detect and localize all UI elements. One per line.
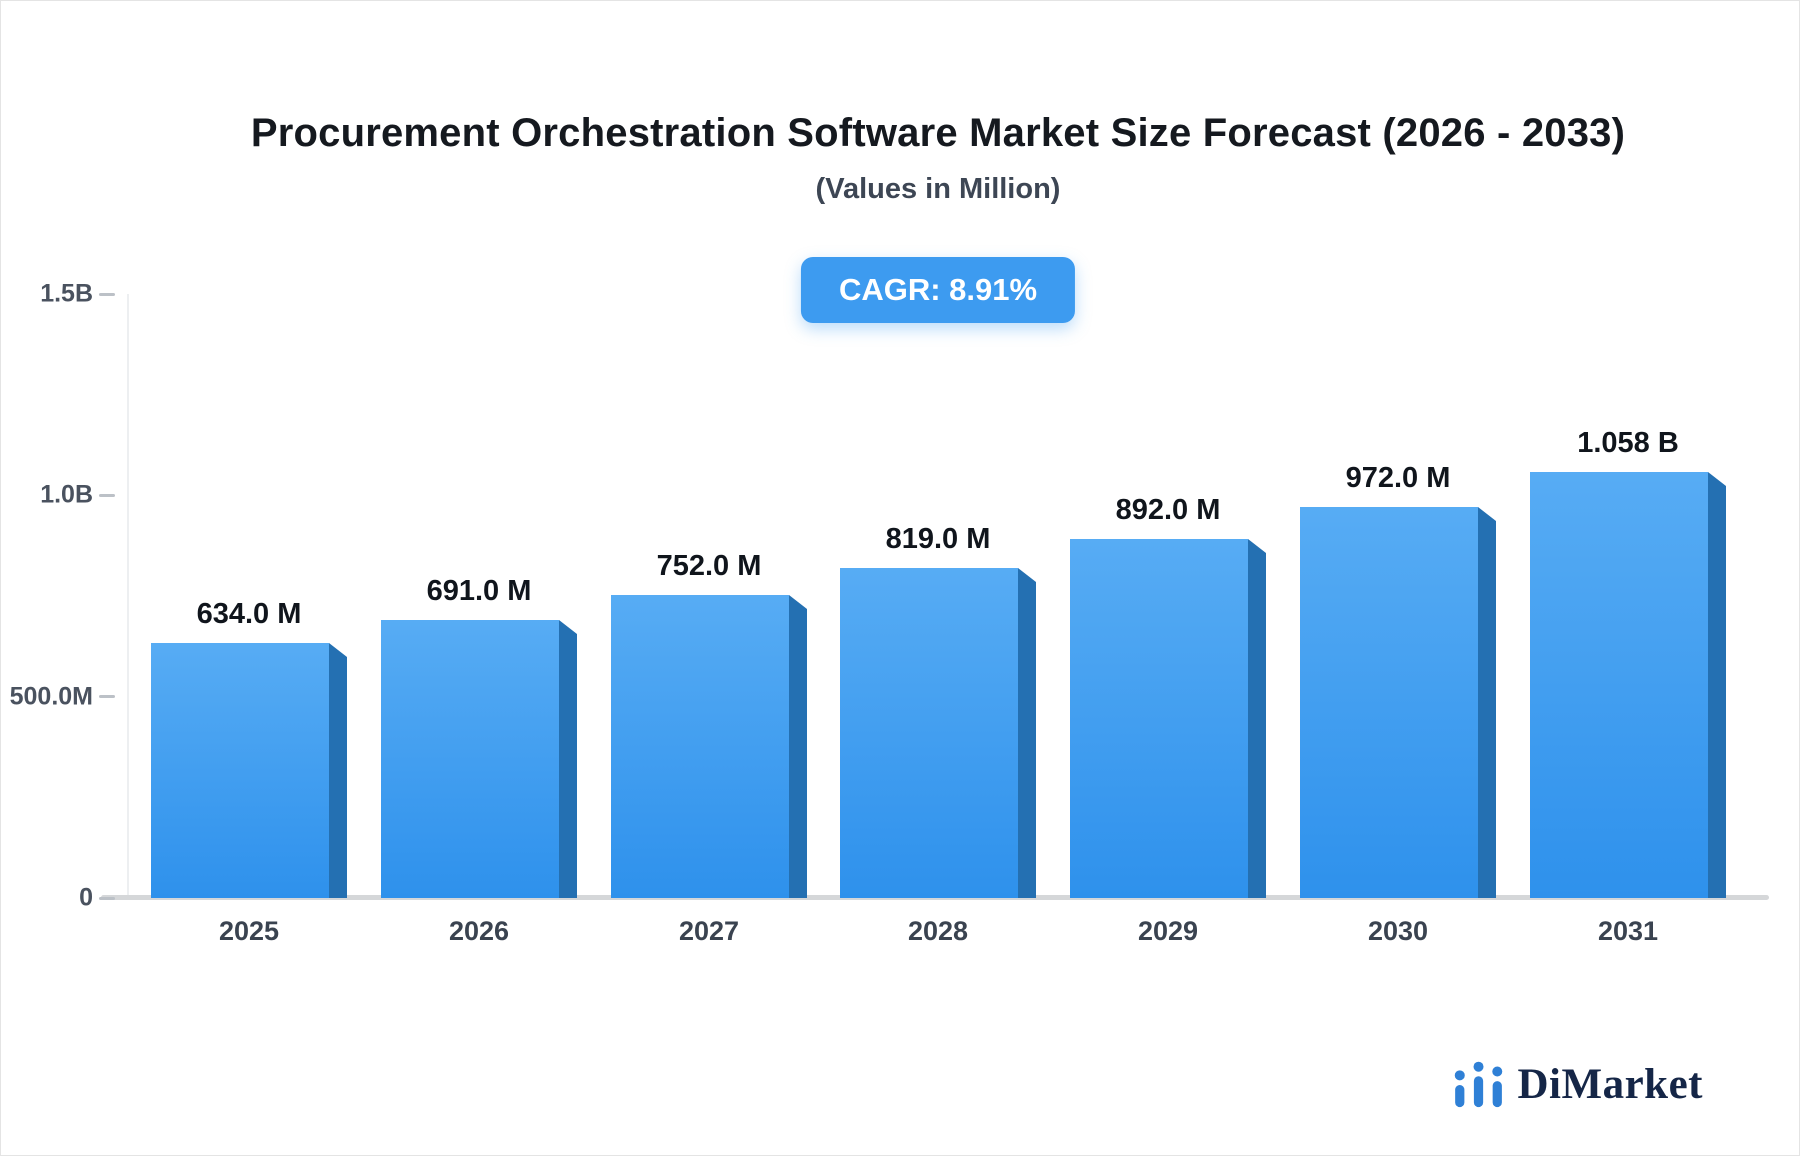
y-tick-label: 1.5B [40, 279, 93, 308]
bar-value-label: 752.0 M [656, 550, 762, 582]
y-tick-mark [99, 292, 115, 296]
chart-subtitle: (Values in Million) [815, 173, 1061, 205]
x-axis-label: 2026 [448, 916, 510, 946]
bar-3d-side [559, 620, 577, 898]
y-tick-label: 1.0B [40, 480, 93, 509]
cagr-badge: CAGR: 8.91% [800, 257, 1076, 323]
bar-value-label: 634.0 M [196, 598, 302, 630]
bar-2028 [840, 568, 1036, 898]
bar-2029 [1070, 539, 1266, 898]
bar-value-label: 1.058 B [1577, 427, 1679, 459]
bar-2027 [611, 595, 807, 898]
bar-2031 [1530, 472, 1726, 898]
x-axis-label: 2025 [218, 916, 280, 946]
bar-3d-side [789, 595, 807, 898]
bar-face [1300, 507, 1478, 898]
bar-3d-side [1248, 539, 1266, 898]
bar-2030 [1300, 507, 1496, 898]
bar-3d-side [329, 643, 347, 898]
y-tick-mark [99, 493, 115, 497]
bar-value-label: 691.0 M [426, 575, 532, 607]
bar-face [840, 568, 1018, 898]
chart-title: Procurement Orchestration Software Marke… [250, 111, 1626, 155]
y-tick-mark [99, 695, 115, 699]
bar-face [1070, 539, 1248, 898]
bar-3d-side [1708, 472, 1726, 898]
bar-face [1530, 472, 1708, 898]
x-axis-label: 2029 [1137, 916, 1199, 946]
bar-value-label: 892.0 M [1115, 494, 1221, 526]
bar-3d-side [1478, 507, 1496, 898]
y-tick-label: 0 [79, 883, 93, 912]
x-axis-label: 2028 [907, 916, 969, 946]
bar-value-label: 972.0 M [1345, 462, 1451, 494]
dimarket-logo: DiMarket [1452, 1059, 1704, 1109]
y-tick-mark [99, 896, 115, 900]
x-axis-label: 2027 [678, 916, 740, 946]
plot-area: 634.0 M 2025 691.0 M 2026 752.0 M 2027 819.0 M… [129, 294, 1769, 946]
y-axis: 1.5B 1.0B 500.0M 0 [1, 280, 123, 912]
bar-2026 [381, 620, 577, 898]
y-tick-label: 500.0M [9, 682, 93, 711]
bar-face [611, 595, 789, 898]
x-axis-label: 2031 [1597, 916, 1659, 946]
bar-face [151, 643, 329, 898]
bar-2025 [151, 643, 347, 898]
x-axis-label: 2030 [1367, 916, 1429, 946]
dimarket-wordmark: DiMarket [1517, 1060, 1703, 1108]
bar-face [381, 620, 559, 898]
y-axis-line [127, 294, 129, 898]
bar-3d-side [1018, 568, 1036, 898]
dimarket-chart-icon [1454, 1061, 1502, 1108]
bar-value-label: 819.0 M [885, 523, 991, 555]
